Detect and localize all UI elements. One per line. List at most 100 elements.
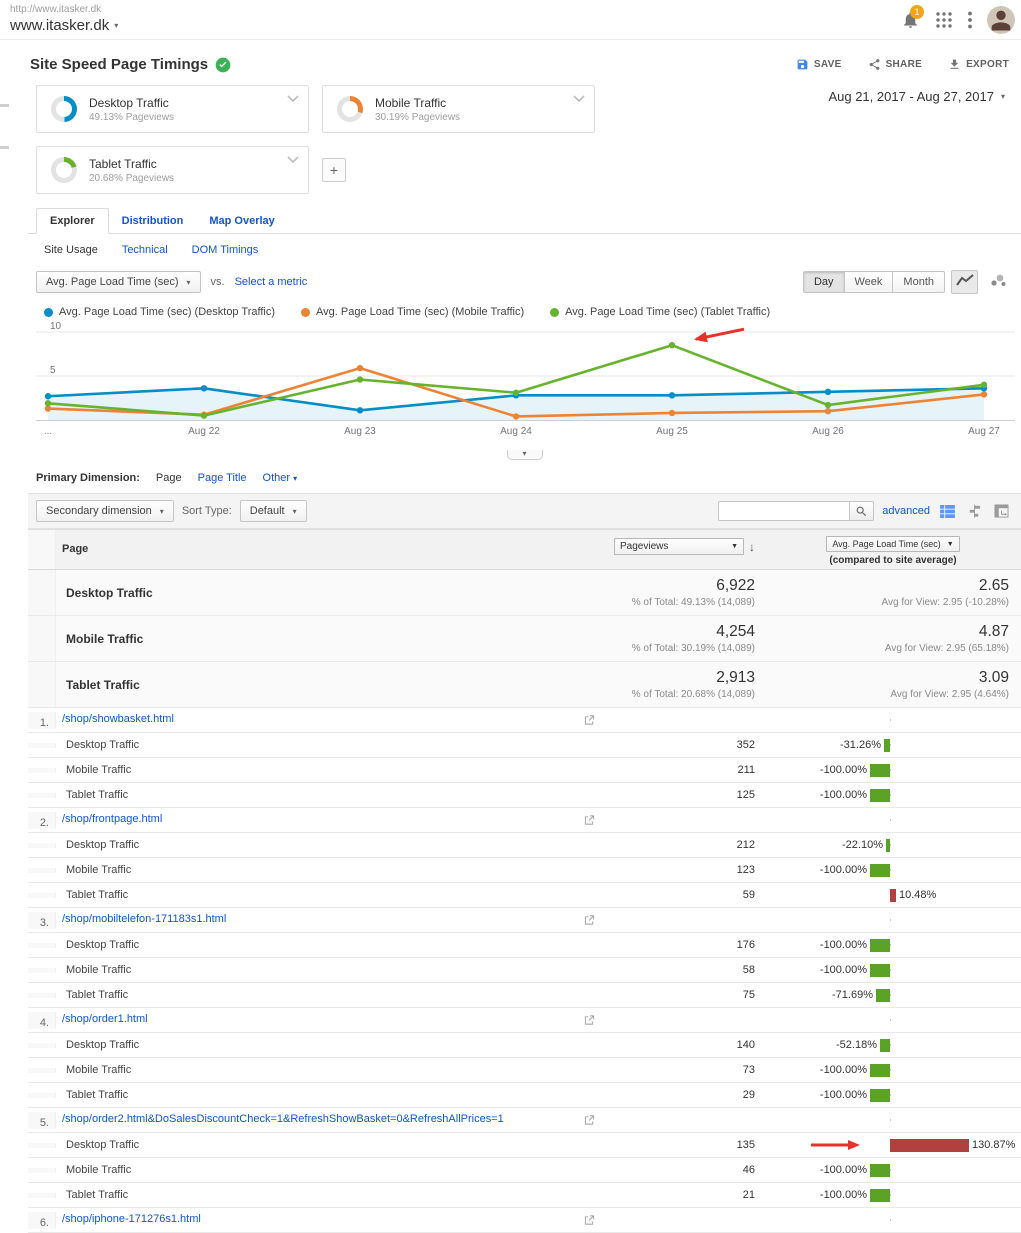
comparison-percent: -100.00% [819, 864, 867, 876]
line-chart-view-button[interactable] [951, 270, 978, 294]
segment-name: Tablet Traffic [89, 156, 157, 171]
report: Site Speed Page Timings SAVE SHARE EXPOR… [28, 40, 1021, 1233]
motion-chart-icon [990, 274, 1005, 286]
page-link[interactable]: /shop/iphone-171276s1.html [62, 1212, 201, 1225]
open-page-button[interactable] [584, 915, 595, 926]
pageviews-value: 125 [736, 788, 755, 801]
motion-chart-view-button[interactable] [984, 270, 1011, 294]
row-number-cell [28, 867, 56, 873]
pivot-view-icon [994, 504, 1009, 518]
table-row-page: 5. /shop/order2.html&DoSalesDiscountCheck… [28, 1108, 1021, 1133]
row-number-cell [28, 1067, 56, 1073]
search-input[interactable] [718, 501, 851, 521]
comparison-bar [890, 1138, 969, 1152]
granularity-week[interactable]: Week [843, 271, 894, 293]
dimension-page-title[interactable]: Page Title [197, 472, 247, 484]
segment-card-desktop[interactable]: Desktop Traffic 49.13% Pageviews [36, 85, 309, 133]
search-button[interactable] [850, 501, 875, 521]
column-header-page[interactable]: Page [62, 543, 89, 555]
metric-subtext: Avg for View: 2.95 (65.18%) [884, 643, 1009, 654]
dimension-page[interactable]: Page [155, 472, 182, 484]
external-link-icon [584, 715, 595, 725]
segment-card-mobile[interactable]: Mobile Traffic 30.19% Pageviews [322, 85, 595, 133]
kebab-menu-button[interactable] [968, 11, 972, 29]
comparison-bar [884, 738, 890, 752]
metric-group-dom-timings[interactable]: DOM Timings [191, 244, 259, 256]
open-page-button[interactable] [584, 1215, 595, 1226]
pivot-view-button[interactable] [992, 502, 1011, 520]
comparison-percent: -22.10% [842, 839, 883, 851]
page-link[interactable]: /shop/order1.html [62, 1012, 148, 1025]
page-link[interactable]: /shop/mobiltelefon-171183s1.html [62, 912, 227, 925]
comparison-view-button[interactable] [965, 502, 984, 520]
table-row-segment: Mobile Traffic 58 -100.00% [28, 958, 1021, 983]
legend-label: Avg. Page Load Time (sec) (Desktop Traff… [59, 306, 276, 318]
page-link[interactable]: /shop/showbasket.html [62, 712, 174, 725]
segment-sub: 49.13% Pageviews [89, 111, 175, 123]
metric-group-technical[interactable]: Technical [121, 244, 168, 256]
comparison-percent: -31.26% [840, 739, 881, 751]
tab-map-overlay[interactable]: Map Overlay [209, 215, 275, 227]
vs-label: vs. [210, 276, 225, 288]
metric-column-selector[interactable]: Avg. Page Load Time (sec) ▼ [826, 536, 960, 552]
save-button[interactable]: SAVE [796, 58, 842, 71]
page-link[interactable]: /shop/frontpage.html [62, 812, 163, 825]
external-link-icon [584, 1115, 595, 1125]
open-page-button[interactable] [584, 815, 595, 826]
metric-dropdown-value: Avg. Page Load Time (sec) [46, 276, 179, 288]
open-page-button[interactable] [584, 1115, 595, 1126]
open-page-button[interactable] [584, 1015, 595, 1026]
chevron-down-icon[interactable] [287, 93, 299, 105]
sort-direction-icon[interactable]: ↓ [749, 540, 755, 554]
export-button[interactable]: EXPORT [948, 58, 1009, 71]
page-link[interactable]: /shop/order2.html&DoSalesDiscountCheck=1… [62, 1112, 504, 1125]
apps-grid-button[interactable] [935, 11, 953, 29]
timeseries-chart[interactable]: 5 10... Aug 22 Aug 23 Aug 24 Aug 25 Aug 26 Aug … [28, 320, 1021, 452]
dimension-other[interactable]: Other ▾ [263, 472, 298, 484]
search-icon [856, 506, 867, 516]
metric-value: 3.09 [978, 669, 1009, 686]
avatar[interactable] [987, 6, 1015, 34]
table-view-button[interactable] [938, 503, 957, 520]
metric-dropdown[interactable]: Avg. Page Load Time (sec) ▾ [36, 271, 201, 293]
chart-slider-toggle[interactable]: ▾ [506, 450, 543, 460]
open-page-button[interactable] [584, 715, 595, 726]
chevron-down-icon[interactable] [287, 154, 299, 166]
external-link-icon [584, 1015, 595, 1025]
metric-group-site-usage[interactable]: Site Usage [44, 244, 98, 256]
table-row-segment: Mobile Traffic 46 -100.00% [28, 1158, 1021, 1183]
table-row-page: 6. /shop/iphone-171276s1.html [28, 1208, 1021, 1233]
chevron-down-icon[interactable] [573, 93, 585, 105]
segment-name: Mobile Traffic [375, 95, 447, 110]
segment-card-tablet[interactable]: Tablet Traffic 20.68% Pageviews [36, 146, 309, 194]
share-button[interactable]: SHARE [868, 58, 923, 71]
comparison-bar [876, 988, 890, 1002]
segment-name: Mobile Traffic [66, 632, 144, 646]
secondary-dimension-dropdown[interactable]: Secondary dimension ▾ [36, 500, 174, 522]
pageviews-value: 135 [736, 1138, 755, 1151]
select-metric-link[interactable]: Select a metric [234, 276, 308, 288]
comparison-bar [870, 1088, 890, 1102]
tab-distribution[interactable]: Distribution [121, 215, 184, 227]
notifications-button[interactable]: 1 [901, 5, 924, 30]
date-range-selector[interactable]: Aug 21, 2017 - Aug 27, 2017 ▾ [828, 89, 1005, 104]
account-selector[interactable]: www.itasker.dk ▾ [10, 17, 118, 34]
advanced-link[interactable]: advanced [882, 505, 930, 517]
legend-dot-icon [550, 307, 560, 317]
sort-type-dropdown[interactable]: Default ▾ [239, 500, 307, 522]
pageviews-column-selector[interactable]: Pageviews ▼ [614, 538, 744, 555]
comparison-bar [870, 1063, 890, 1077]
row-number-cell [28, 792, 56, 798]
granularity-month[interactable]: Month [892, 271, 945, 293]
segment-name: Mobile Traffic [66, 1064, 132, 1076]
metric-value: 2.65 [978, 577, 1009, 594]
table-row-segment: Tablet Traffic 29 -100.00% [28, 1083, 1021, 1108]
add-segment-button[interactable]: + [322, 158, 346, 182]
tab-explorer[interactable]: Explorer [36, 208, 109, 234]
table-row-segment: Desktop Traffic 176 -100.00% [28, 933, 1021, 958]
export-icon [950, 59, 959, 69]
secondary-dimension-label: Secondary dimension [46, 505, 152, 517]
row-number-cell [28, 892, 56, 898]
svg-text:10: 10 [50, 321, 62, 332]
granularity-day[interactable]: Day [802, 271, 845, 293]
